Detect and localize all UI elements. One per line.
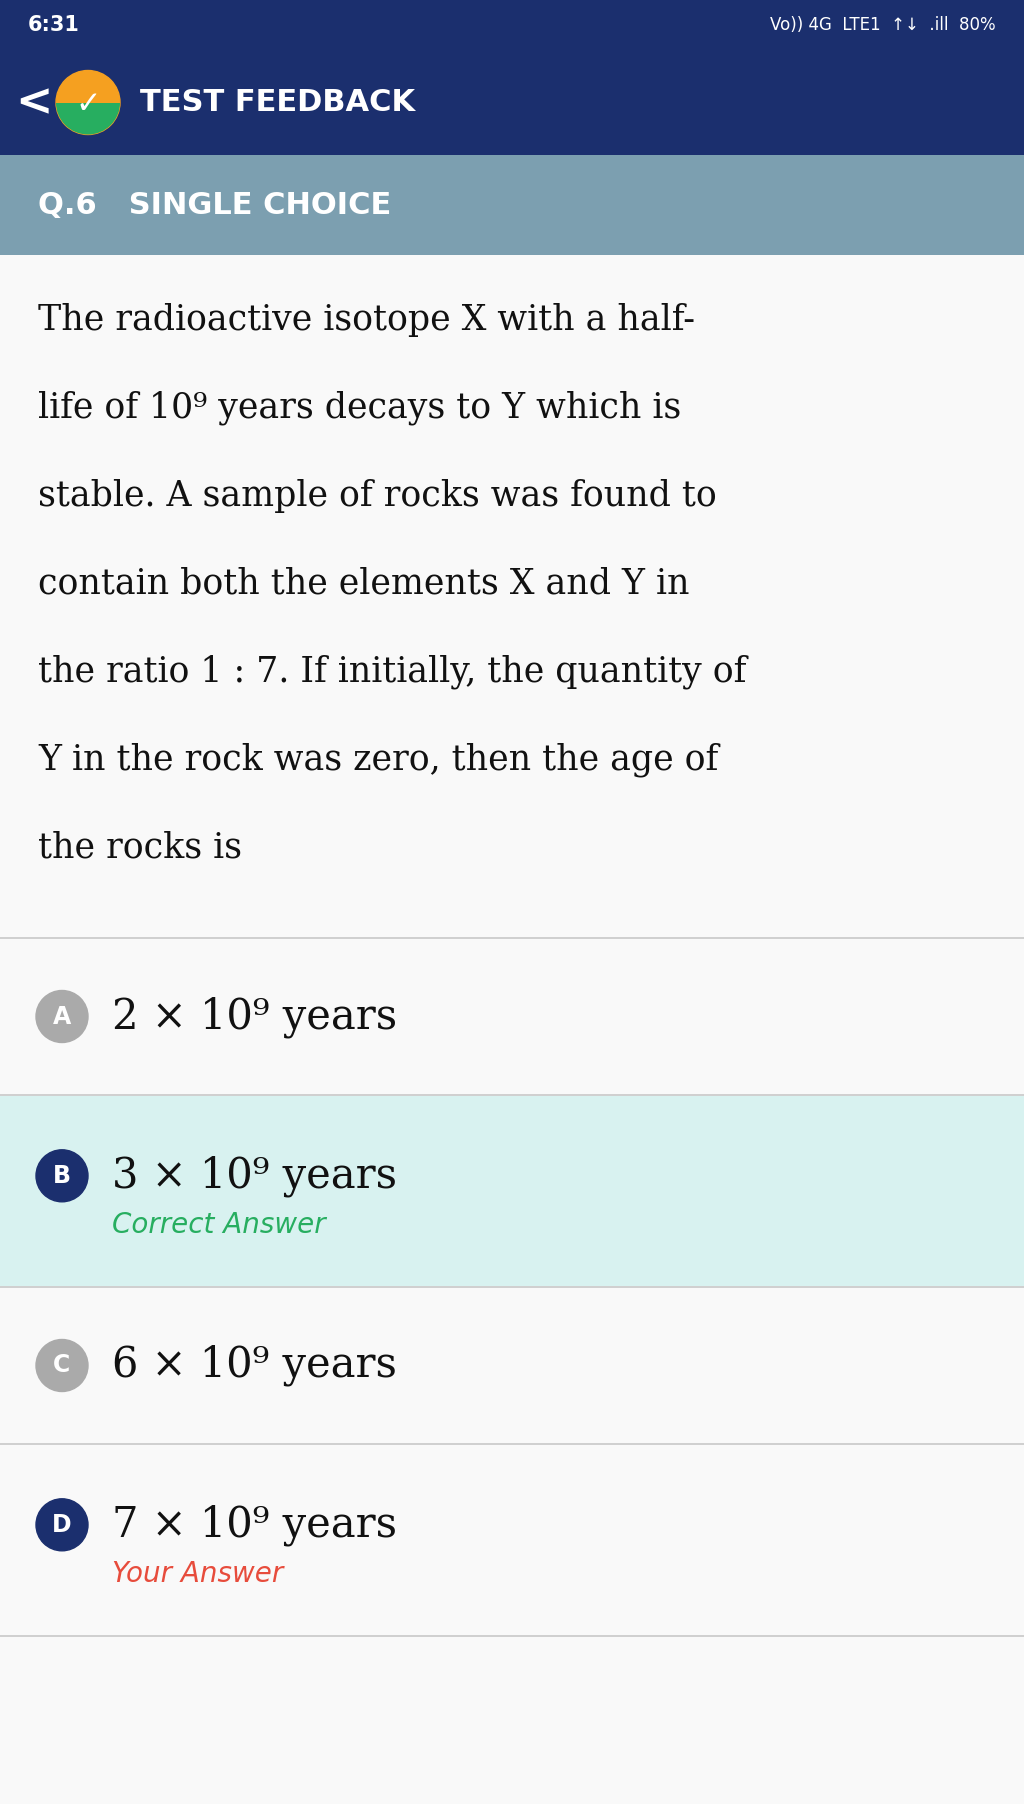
Bar — [0, 1093, 1024, 1097]
Text: contain both the elements X and Y in: contain both the elements X and Y in — [38, 566, 689, 601]
Text: Your Answer: Your Answer — [112, 1560, 284, 1588]
Circle shape — [56, 70, 120, 135]
Bar — [0, 1634, 1024, 1636]
Bar — [0, 1097, 1024, 1286]
Text: 3 × 10⁹ years: 3 × 10⁹ years — [112, 1155, 397, 1196]
Bar — [0, 254, 1024, 934]
Text: D: D — [52, 1514, 72, 1537]
Circle shape — [36, 990, 88, 1043]
Text: A: A — [53, 1005, 71, 1028]
Text: the rocks is: the rocks is — [38, 832, 242, 864]
Bar — [0, 940, 1024, 1093]
Text: the ratio 1 : 7. If initially, the quantity of: the ratio 1 : 7. If initially, the quant… — [38, 655, 746, 689]
Bar — [0, 51, 1024, 155]
Bar — [0, 1443, 1024, 1445]
Text: Y in the rock was zero, then the age of: Y in the rock was zero, then the age of — [38, 743, 718, 778]
Text: TEST FEEDBACK: TEST FEEDBACK — [140, 88, 415, 117]
Text: B: B — [53, 1164, 71, 1187]
Text: C: C — [53, 1353, 71, 1378]
Text: 7 × 10⁹ years: 7 × 10⁹ years — [112, 1505, 397, 1546]
Circle shape — [36, 1499, 88, 1551]
Bar — [0, 936, 1024, 940]
Circle shape — [36, 1149, 88, 1201]
Text: life of 10⁹ years decays to Y which is: life of 10⁹ years decays to Y which is — [38, 391, 681, 426]
Text: 2 × 10⁹ years: 2 × 10⁹ years — [112, 996, 397, 1037]
Text: Correct Answer: Correct Answer — [112, 1210, 326, 1239]
Text: Q.6   SINGLE CHOICE: Q.6 SINGLE CHOICE — [38, 191, 391, 220]
Circle shape — [36, 1340, 88, 1391]
Text: The radioactive isotope X with a half-: The radioactive isotope X with a half- — [38, 303, 695, 337]
Bar — [0, 1445, 1024, 1634]
Text: ✓: ✓ — [75, 90, 100, 119]
Bar — [0, 1288, 1024, 1443]
Text: 6:31: 6:31 — [28, 14, 80, 34]
Bar — [0, 155, 1024, 254]
Bar — [56, 103, 120, 135]
Text: stable. A sample of rocks was found to: stable. A sample of rocks was found to — [38, 480, 717, 512]
Text: Vo)) 4G  LTE1  ↑↓  .ill  80%: Vo)) 4G LTE1 ↑↓ .ill 80% — [770, 16, 996, 34]
Text: 6 × 10⁹ years: 6 × 10⁹ years — [112, 1344, 397, 1387]
Bar — [0, 1636, 1024, 1804]
Bar — [0, 0, 1024, 51]
Text: <: < — [15, 81, 52, 124]
Bar — [0, 1286, 1024, 1288]
